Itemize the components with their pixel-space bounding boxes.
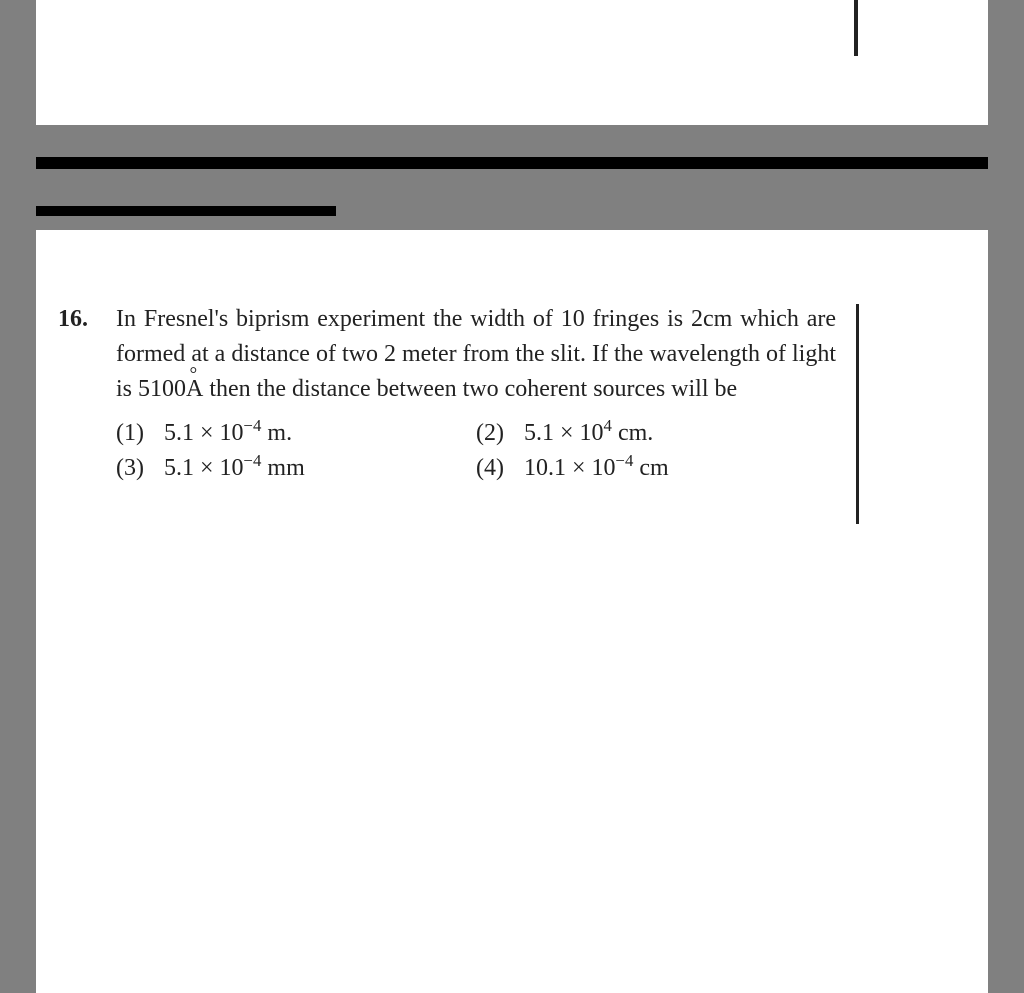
page-content: 16. In Fresnel's biprism experiment the …: [36, 230, 988, 993]
choice-2: (2) 5.1 × 104 cm.: [476, 416, 836, 451]
question-16: 16. In Fresnel's biprism experiment the …: [116, 302, 836, 486]
choice-2-unit: cm.: [612, 420, 653, 446]
choice-4-unit: cm: [633, 455, 668, 481]
angstrom-unit: A: [186, 372, 203, 407]
choice-1: (1) 5.1 × 10−4 m.: [116, 416, 476, 451]
choice-list: (1) 5.1 × 10−4 m. (2) 5.1 × 104 cm. (3): [116, 416, 836, 486]
choice-2-num: (2): [476, 416, 524, 451]
choice-3-exp: −4: [244, 451, 262, 470]
choice-2-exp: 4: [604, 416, 612, 435]
choice-1-exp: −4: [244, 416, 262, 435]
choice-4-num: (4): [476, 451, 524, 486]
choice-1-value: 5.1 × 10−4 m.: [164, 416, 292, 451]
choice-4-coef: 10.1 × 10: [524, 455, 616, 481]
horizontal-rule-short: [36, 206, 336, 216]
question-stem: In Fresnel's biprism experiment the widt…: [116, 302, 836, 406]
choice-1-coef: 5.1 × 10: [164, 420, 244, 446]
column-divider: [856, 304, 859, 524]
page-top-strip: [36, 0, 988, 125]
choice-3-num: (3): [116, 451, 164, 486]
choice-1-num: (1): [116, 416, 164, 451]
choice-4-exp: −4: [616, 451, 634, 470]
choice-3-value: 5.1 × 10−4 mm: [164, 451, 305, 486]
choice-3: (3) 5.1 × 10−4 mm: [116, 451, 476, 486]
stem-text-2: then the distance between two coherent s…: [203, 376, 737, 402]
choice-2-value: 5.1 × 104 cm.: [524, 416, 653, 451]
question-number: 16.: [58, 302, 88, 337]
horizontal-rule-full: [36, 157, 988, 169]
choice-3-coef: 5.1 × 10: [164, 455, 244, 481]
choice-4-value: 10.1 × 10−4 cm: [524, 451, 669, 486]
choice-1-unit: m.: [261, 420, 292, 446]
choice-4: (4) 10.1 × 10−4 cm: [476, 451, 836, 486]
choice-3-unit: mm: [261, 455, 304, 481]
top-right-tick: [854, 0, 858, 56]
choice-2-coef: 5.1 × 10: [524, 420, 604, 446]
